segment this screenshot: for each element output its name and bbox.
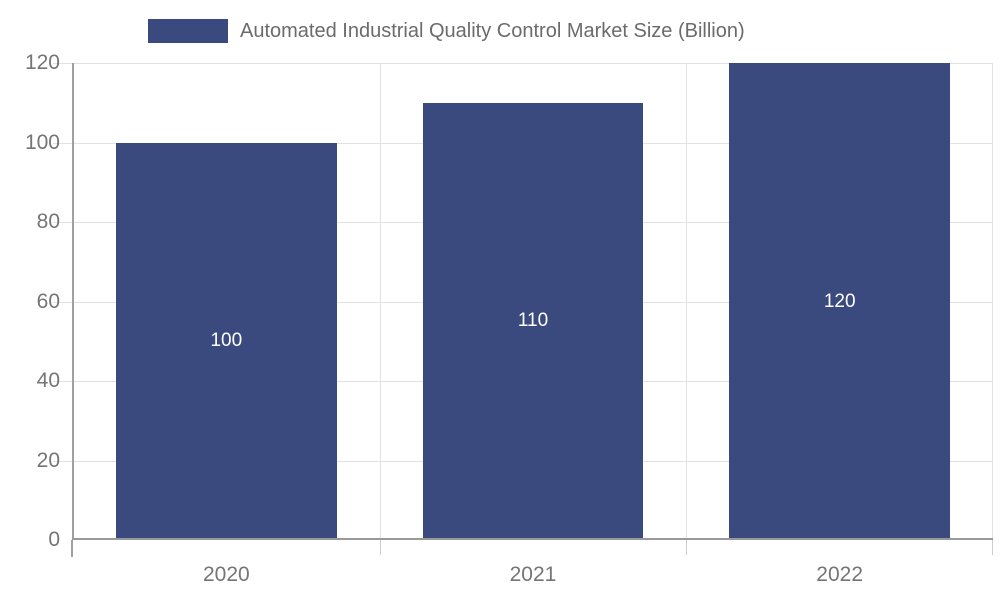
y-axis-labels: 0 20 40 60 80 100 120	[0, 51, 60, 551]
bars-layer: 100 110 120	[73, 63, 993, 540]
y-axis-tick-label: 60	[36, 289, 60, 313]
x-axis-labels: 2020 2021 2022	[73, 560, 993, 590]
category-separator	[379, 63, 381, 540]
legend-item[interactable]: Automated Industrial Quality Control Mar…	[148, 19, 745, 43]
plot-right-border	[992, 63, 993, 540]
bar-value-label: 120	[823, 290, 856, 312]
bar-2021[interactable]: 110	[422, 102, 644, 540]
legend-swatch	[148, 19, 228, 43]
x-axis-tick-label: 2020	[202, 563, 250, 586]
bar-2022[interactable]: 120	[729, 63, 951, 540]
y-axis-tick-label: 80	[36, 210, 60, 233]
x-axis-tick-mark	[686, 540, 688, 555]
y-axis-tick-label: 20	[36, 448, 60, 472]
x-axis-tick-label: 2021	[509, 563, 557, 586]
x-axis-tick-marks	[71, 540, 993, 557]
bar-2020[interactable]: 100	[115, 142, 337, 540]
y-axis-tick-label: 0	[48, 528, 60, 551]
y-axis-tick-label: 120	[24, 51, 60, 74]
y-axis-line	[72, 63, 74, 540]
legend-label: Automated Industrial Quality Control Mar…	[240, 19, 745, 42]
category-separator	[686, 63, 688, 540]
bar-value-label: 100	[210, 330, 243, 352]
x-axis-tick-mark	[379, 540, 381, 555]
x-axis-tick-label: 2022	[816, 563, 864, 586]
gridline	[53, 63, 993, 64]
y-axis-tick-label: 40	[36, 369, 60, 392]
x-axis-tick-mark	[71, 540, 73, 557]
bar-value-label: 110	[517, 310, 549, 332]
y-axis-tick-label: 100	[24, 130, 60, 154]
x-axis-tick-mark	[992, 540, 993, 555]
x-axis-line	[72, 538, 993, 540]
